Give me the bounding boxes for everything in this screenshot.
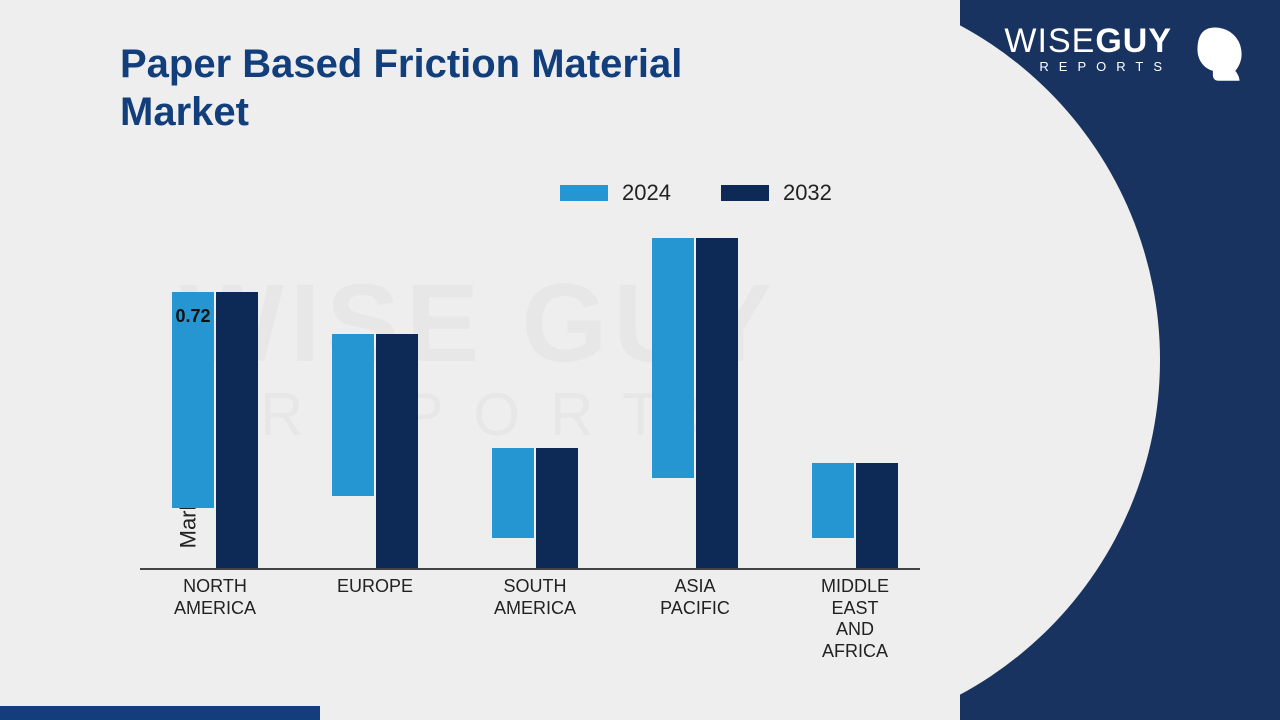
- bar-group: [320, 334, 430, 568]
- legend-label-2032: 2032: [783, 180, 832, 206]
- plot-area: 0.72: [140, 210, 920, 570]
- chart-area: Market Size in USD Billion 2024 2032 0.7…: [100, 180, 930, 660]
- logo-bottom-text: REPORTS: [1039, 60, 1172, 73]
- bar: [376, 334, 418, 568]
- chart-title: Paper Based Friction Material Market: [120, 40, 740, 136]
- bar: [332, 334, 374, 496]
- legend-item-2032: 2032: [721, 180, 832, 206]
- bar: [492, 448, 534, 538]
- logo-top-text: WISEGUY: [1004, 24, 1172, 58]
- bar: [216, 292, 258, 568]
- bar: [696, 238, 738, 568]
- bottom-stripe: [0, 706, 320, 720]
- legend: 2024 2032: [560, 180, 832, 206]
- x-category-label: MIDDLEEASTANDAFRICA: [790, 576, 920, 662]
- bar: [652, 238, 694, 478]
- x-category-label: EUROPE: [310, 576, 440, 598]
- legend-item-2024: 2024: [560, 180, 671, 206]
- bar-group: [480, 448, 590, 568]
- legend-label-2024: 2024: [622, 180, 671, 206]
- x-category-label: NORTHAMERICA: [150, 576, 280, 619]
- bar: [856, 463, 898, 568]
- bar-group: [800, 463, 910, 568]
- bar-value-label: 0.72: [175, 306, 210, 327]
- legend-swatch-2024: [560, 185, 608, 201]
- bar: [536, 448, 578, 568]
- brand-logo: WISEGUY REPORTS: [1004, 24, 1250, 94]
- x-category-label: SOUTHAMERICA: [470, 576, 600, 619]
- bar-group: [640, 238, 750, 568]
- logo-head-icon: [1180, 24, 1250, 94]
- bar: [812, 463, 854, 538]
- bar-group: [160, 292, 270, 568]
- x-category-label: ASIAPACIFIC: [630, 576, 760, 619]
- legend-swatch-2032: [721, 185, 769, 201]
